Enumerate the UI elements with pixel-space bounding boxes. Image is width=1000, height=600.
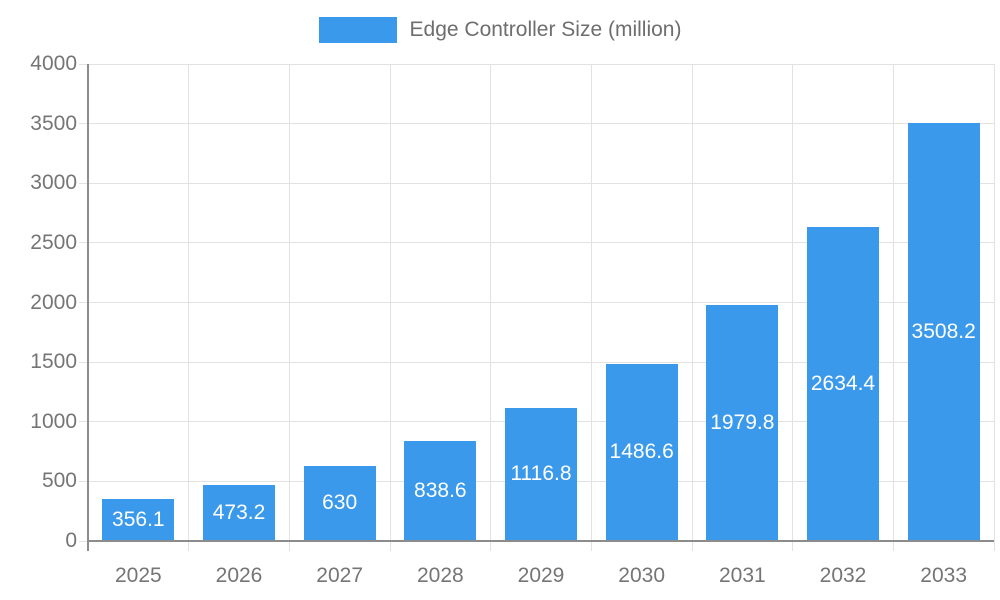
bar-value-label: 473.2 <box>212 500 266 524</box>
y-axis-line <box>87 64 89 551</box>
gridline-vertical <box>892 64 894 551</box>
y-axis-tick <box>79 123 88 125</box>
x-tick-label: 2026 <box>215 564 263 587</box>
y-tick-label: 1000 <box>30 409 77 433</box>
y-axis-tick <box>79 182 88 184</box>
y-axis-tick <box>79 242 88 244</box>
bar-value-label: 838.6 <box>414 478 467 502</box>
legend[interactable]: Edge Controller Size (million) <box>0 14 1000 46</box>
bar[interactable]: 2634.4 <box>807 226 879 541</box>
x-tick-label: 2030 <box>618 564 666 587</box>
gridline-vertical <box>792 64 794 551</box>
chart-plot: 356.1 473.2 630 838.6 1116.8 1486.6 1979.8 2634… <box>79 63 995 551</box>
gridline-vertical <box>188 64 190 551</box>
y-axis-tick <box>79 480 88 482</box>
y-tick-label: 3000 <box>30 171 77 195</box>
bar[interactable]: 3508.2 <box>907 122 980 541</box>
gridline-horizontal <box>88 63 994 65</box>
x-tick-label: 2027 <box>316 564 364 587</box>
gridline-horizontal <box>88 123 994 125</box>
gridline-vertical <box>993 64 995 551</box>
x-tick-label: 2028 <box>416 564 464 587</box>
gridline-vertical <box>691 64 693 551</box>
x-tick-label: 2029 <box>517 564 565 587</box>
gridline-vertical <box>590 64 592 551</box>
x-tick-label: 2032 <box>819 564 867 587</box>
y-axis-tick <box>79 63 88 65</box>
bar[interactable]: 1486.6 <box>605 363 678 541</box>
x-tick-label: 2025 <box>114 564 162 587</box>
y-tick-label: 4000 <box>30 52 77 75</box>
y-tick-label: 3500 <box>30 111 77 135</box>
gridline-horizontal <box>88 182 994 184</box>
y-tick-label: 500 <box>41 469 77 493</box>
gridline-vertical <box>389 64 391 551</box>
x-tick-label: 2031 <box>718 564 766 587</box>
y-tick-label: 2500 <box>30 230 77 254</box>
bar-value-label: 356.1 <box>112 507 165 531</box>
y-axis-tick <box>79 302 88 303</box>
legend-label: Edge Controller Size (million) <box>409 18 682 41</box>
y-axis-tick <box>79 421 88 423</box>
gridline-vertical <box>490 64 492 551</box>
bar-value-label: 1486.6 <box>609 440 674 464</box>
y-tick-label: 1500 <box>30 350 77 374</box>
bar[interactable]: 473.2 <box>203 484 275 541</box>
bar-value-label: 2634.4 <box>810 371 876 395</box>
bar[interactable]: 1116.8 <box>505 407 577 541</box>
bar[interactable]: 630 <box>303 465 376 541</box>
x-tick-label: 2033 <box>920 564 968 587</box>
bar[interactable]: 1979.8 <box>706 304 779 541</box>
y-tick-label: 0 <box>65 529 77 552</box>
bar-value-label: 630 <box>322 491 358 515</box>
bar[interactable]: 838.6 <box>404 440 477 541</box>
bar-value-label: 3508.2 <box>911 319 976 343</box>
gridline-vertical <box>288 64 290 551</box>
legend-color-swatch[interactable] <box>318 17 397 43</box>
y-axis-tick <box>79 361 88 363</box>
bar-value-label: 1979.8 <box>710 410 775 434</box>
y-axis-tick <box>79 540 88 542</box>
y-tick-label: 2000 <box>30 290 77 314</box>
bar[interactable]: 356.1 <box>102 498 175 541</box>
bar-value-label: 1116.8 <box>510 462 572 486</box>
